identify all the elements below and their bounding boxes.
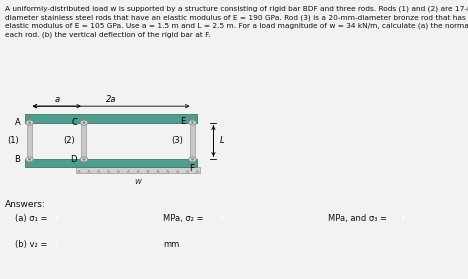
Circle shape [26,120,33,125]
Text: A uniformly-distributed load w is supported by a structure consisting of rigid b: A uniformly-distributed load w is suppor… [5,6,468,38]
Text: mm: mm [163,240,179,249]
Text: L: L [219,136,224,145]
Text: i: i [402,214,404,223]
Bar [27,122,32,159]
Text: C: C [71,118,77,127]
Circle shape [82,158,85,160]
Circle shape [80,120,88,125]
Text: a: a [54,95,59,104]
Circle shape [26,157,33,162]
Circle shape [189,157,196,162]
Bar [25,159,197,167]
Circle shape [189,120,196,125]
Text: B: B [15,155,20,164]
Text: (2): (2) [63,136,74,145]
Bar [190,122,195,159]
Circle shape [28,122,31,123]
Text: MPa, σ₂ =: MPa, σ₂ = [163,214,206,223]
Circle shape [191,122,194,123]
Text: (a) σ₁ =: (a) σ₁ = [15,214,50,223]
Text: MPa, and σ₃ =: MPa, and σ₃ = [328,214,390,223]
Text: (1): (1) [7,136,19,145]
Text: (3): (3) [171,136,183,145]
Circle shape [80,157,88,162]
Circle shape [28,158,31,160]
Circle shape [82,122,85,123]
Text: i: i [221,214,223,223]
Text: E: E [180,117,186,126]
Circle shape [191,158,194,160]
Text: i: i [56,214,58,223]
Bar [81,122,87,159]
Text: Answers:: Answers: [5,200,46,209]
Bar [25,114,197,122]
Text: (b) v₂ =: (b) v₂ = [15,240,50,249]
Text: 2a: 2a [106,95,116,104]
Text: w: w [135,177,142,186]
Text: i: i [56,240,58,249]
Text: F: F [189,164,194,173]
Text: D: D [71,155,77,164]
Text: A: A [15,118,20,127]
Bar [76,167,200,173]
